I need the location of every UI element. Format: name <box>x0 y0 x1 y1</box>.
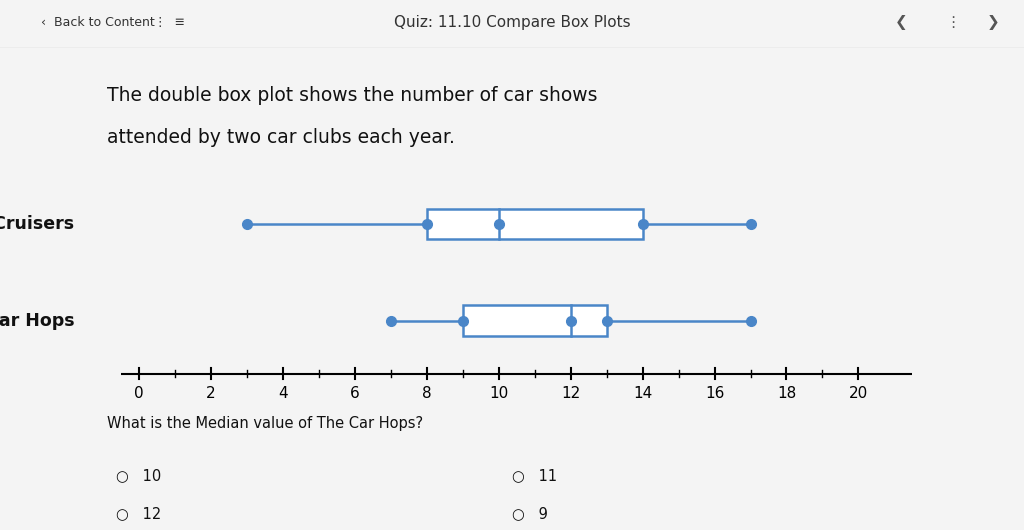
Text: 2: 2 <box>206 386 216 401</box>
Text: attended by two car clubs each year.: attended by two car clubs each year. <box>106 128 455 147</box>
Text: ‹  Back to Content: ‹ Back to Content <box>41 16 155 29</box>
Text: 8: 8 <box>422 386 431 401</box>
Text: ⋮: ⋮ <box>945 15 959 30</box>
Text: ○   12: ○ 12 <box>117 506 162 521</box>
Text: The double box plot shows the number of car shows: The double box plot shows the number of … <box>106 86 597 105</box>
Text: 4: 4 <box>279 386 288 401</box>
Text: 0: 0 <box>134 386 143 401</box>
Text: ○   10: ○ 10 <box>117 468 162 483</box>
Text: 14: 14 <box>633 386 652 401</box>
Text: The Cruisers: The Cruisers <box>0 215 75 233</box>
Text: ❮: ❮ <box>895 15 907 30</box>
Text: 10: 10 <box>489 386 508 401</box>
Text: 6: 6 <box>350 386 359 401</box>
Bar <box>463 305 606 336</box>
Text: Quiz: 11.10 Compare Box Plots: Quiz: 11.10 Compare Box Plots <box>393 15 631 30</box>
Text: ○   9: ○ 9 <box>512 506 548 521</box>
Text: The Car Hops: The Car Hops <box>0 312 75 330</box>
Text: ○   11: ○ 11 <box>512 468 557 483</box>
Text: What is the Median value of The Car Hops?: What is the Median value of The Car Hops… <box>106 416 423 431</box>
Text: 16: 16 <box>705 386 724 401</box>
Text: 12: 12 <box>561 386 581 401</box>
Text: ❯: ❯ <box>987 15 999 30</box>
Text: 20: 20 <box>849 386 868 401</box>
Bar <box>427 209 643 240</box>
Text: 18: 18 <box>777 386 796 401</box>
Text: ⋮  ≡: ⋮ ≡ <box>154 16 184 29</box>
